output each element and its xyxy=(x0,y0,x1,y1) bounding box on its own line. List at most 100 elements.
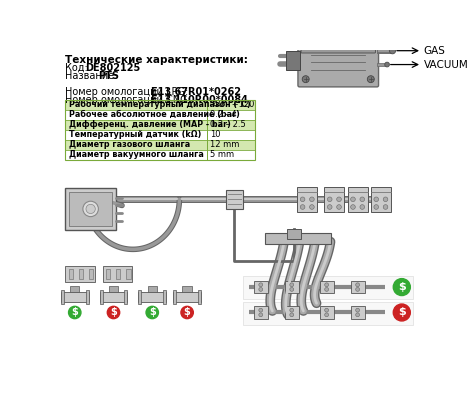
Circle shape xyxy=(181,306,193,319)
Circle shape xyxy=(259,313,263,317)
Bar xyxy=(109,286,118,292)
Text: Диаметр газового шланга: Диаметр газового шланга xyxy=(69,140,190,149)
Circle shape xyxy=(337,197,341,202)
Text: -40 - +120: -40 - +120 xyxy=(210,100,255,109)
Text: Дифференц. давление (MAP - bar): Дифференц. давление (MAP - bar) xyxy=(69,120,230,129)
Bar xyxy=(297,187,317,212)
Circle shape xyxy=(325,287,328,291)
Circle shape xyxy=(290,283,294,287)
Text: Номер омологации CNG:: Номер омологации CNG: xyxy=(64,95,194,105)
Bar xyxy=(347,187,368,212)
Text: $: $ xyxy=(110,307,117,317)
Bar xyxy=(182,286,192,292)
Bar xyxy=(351,306,365,319)
Text: 12 mm: 12 mm xyxy=(210,140,240,149)
Bar xyxy=(198,290,201,304)
Bar xyxy=(65,100,255,160)
Bar xyxy=(65,266,95,282)
Bar xyxy=(243,302,413,325)
Text: Диаметр вакуумного шланга: Диаметр вакуумного шланга xyxy=(69,150,203,159)
Circle shape xyxy=(325,313,328,317)
Bar xyxy=(70,286,80,292)
Circle shape xyxy=(367,38,374,45)
Bar xyxy=(79,270,83,279)
Bar xyxy=(254,281,268,293)
Text: VACUUM: VACUUM xyxy=(423,59,468,69)
Text: Рабочее абсолютное давление (bar): Рабочее абсолютное давление (bar) xyxy=(69,110,239,119)
Text: $: $ xyxy=(398,282,406,292)
Circle shape xyxy=(325,308,328,312)
Circle shape xyxy=(86,204,95,213)
Bar xyxy=(377,49,391,52)
Bar xyxy=(351,281,365,293)
Bar xyxy=(124,290,128,304)
Bar xyxy=(377,63,386,66)
Bar xyxy=(61,290,64,304)
Text: $: $ xyxy=(72,307,78,317)
Text: E13 67R01*0262: E13 67R01*0262 xyxy=(152,87,241,97)
Bar xyxy=(86,290,89,304)
Circle shape xyxy=(328,197,332,202)
Circle shape xyxy=(300,205,305,209)
Text: $: $ xyxy=(398,307,406,317)
Circle shape xyxy=(385,62,390,67)
Text: PTS: PTS xyxy=(98,72,119,82)
Bar xyxy=(100,292,128,302)
Text: Код:: Код: xyxy=(64,63,91,73)
Bar xyxy=(285,51,300,69)
Bar xyxy=(138,290,141,304)
Text: Рабочий температурный диапазон (°С): Рабочий температурный диапазон (°С) xyxy=(69,100,250,109)
Circle shape xyxy=(290,313,294,317)
Bar xyxy=(65,100,255,110)
Text: Номер омологации LPG:: Номер омологации LPG: xyxy=(64,87,191,97)
Circle shape xyxy=(360,205,365,209)
Circle shape xyxy=(393,279,410,295)
Bar xyxy=(103,266,132,282)
Bar xyxy=(287,229,301,238)
Bar xyxy=(65,120,255,130)
Text: 0.2 – 2.5: 0.2 – 2.5 xyxy=(210,120,246,129)
Bar xyxy=(89,270,93,279)
Bar xyxy=(138,292,166,302)
Circle shape xyxy=(383,205,388,209)
Bar xyxy=(147,286,157,292)
Circle shape xyxy=(259,283,263,287)
Bar xyxy=(173,290,176,304)
Text: 0.2 - 4: 0.2 - 4 xyxy=(210,110,237,119)
Text: Технические характеристики:: Технические характеристики: xyxy=(64,54,247,64)
Circle shape xyxy=(302,76,309,83)
Bar xyxy=(254,306,268,319)
Circle shape xyxy=(146,306,158,319)
Circle shape xyxy=(390,47,396,54)
Bar xyxy=(264,233,330,244)
Text: 10: 10 xyxy=(210,130,221,139)
Text: $: $ xyxy=(184,307,191,317)
Circle shape xyxy=(367,76,374,83)
Circle shape xyxy=(259,308,263,312)
Text: $: $ xyxy=(149,307,155,317)
Circle shape xyxy=(374,197,379,202)
Circle shape xyxy=(351,205,356,209)
Circle shape xyxy=(356,283,360,287)
Bar xyxy=(100,290,103,304)
Bar xyxy=(285,281,299,293)
Bar xyxy=(65,150,255,160)
Text: DE802125: DE802125 xyxy=(86,63,141,73)
Bar xyxy=(285,306,299,319)
Circle shape xyxy=(393,304,410,321)
Circle shape xyxy=(290,287,294,291)
Circle shape xyxy=(351,197,356,202)
Text: Температурный датчик (kΩ): Температурный датчик (kΩ) xyxy=(69,130,201,139)
Circle shape xyxy=(259,287,263,291)
FancyBboxPatch shape xyxy=(301,36,375,53)
Circle shape xyxy=(356,313,360,317)
Circle shape xyxy=(328,205,332,209)
Bar xyxy=(243,276,413,300)
Bar xyxy=(377,49,391,52)
Text: GAS: GAS xyxy=(423,46,446,56)
Bar xyxy=(126,270,130,279)
Bar xyxy=(116,270,120,279)
Circle shape xyxy=(337,205,341,209)
Bar xyxy=(65,188,116,230)
Circle shape xyxy=(69,306,81,319)
